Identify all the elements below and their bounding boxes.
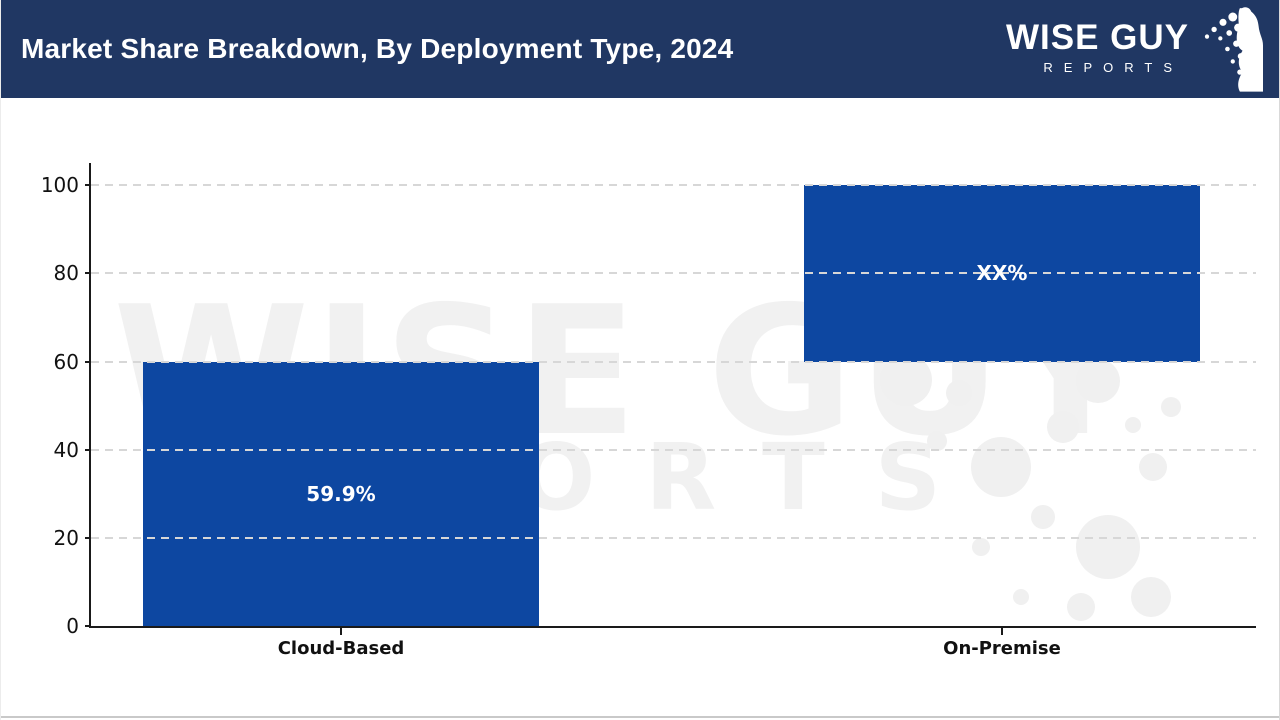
x-tick-label: On-Premise <box>943 638 1061 659</box>
bar-value-label: XX% <box>976 261 1028 286</box>
y-tick-label: 40 <box>53 437 79 462</box>
y-tick-mark <box>85 272 90 275</box>
y-tick-label: 60 <box>53 349 79 374</box>
y-tick-label: 20 <box>53 525 79 550</box>
gridline-100 <box>91 184 1256 187</box>
x-tick-label: Cloud-Based <box>277 638 405 659</box>
bar-cloud-based <box>143 361 539 626</box>
y-tick-label: 80 <box>53 261 79 286</box>
header-bar: Market Share Breakdown, By Deployment Ty… <box>1 0 1279 98</box>
gridline-20 <box>91 536 1256 539</box>
logo-subtext: REPORTS <box>1043 60 1183 75</box>
gridline-80 <box>91 272 1256 275</box>
logo-face-icon <box>1204 7 1263 92</box>
y-tick-label: 100 <box>40 173 79 198</box>
page-title: Market Share Breakdown, By Deployment Ty… <box>21 33 734 64</box>
y-tick-mark <box>85 625 90 627</box>
y-tick-mark <box>85 536 90 539</box>
x-tick-mark <box>1001 627 1003 635</box>
page-bottom-border <box>1 716 1279 718</box>
watermark-face-icon <box>880 354 1181 621</box>
y-tick-label: 0 <box>66 614 79 638</box>
gridline-60 <box>91 360 1256 363</box>
y-axis-line <box>89 163 91 628</box>
logo-wordmark: WISE GUY <box>1005 18 1189 57</box>
x-tick-mark <box>340 627 342 635</box>
y-tick-mark <box>85 360 90 363</box>
gridline-40 <box>91 448 1256 451</box>
y-tick-mark <box>85 184 90 187</box>
y-tick-mark <box>85 448 90 451</box>
brand-logo: WISE GUY REPORTS <box>1006 0 1267 98</box>
x-axis-line <box>89 626 1256 628</box>
bar-value-label: 59.9% <box>306 481 376 506</box>
